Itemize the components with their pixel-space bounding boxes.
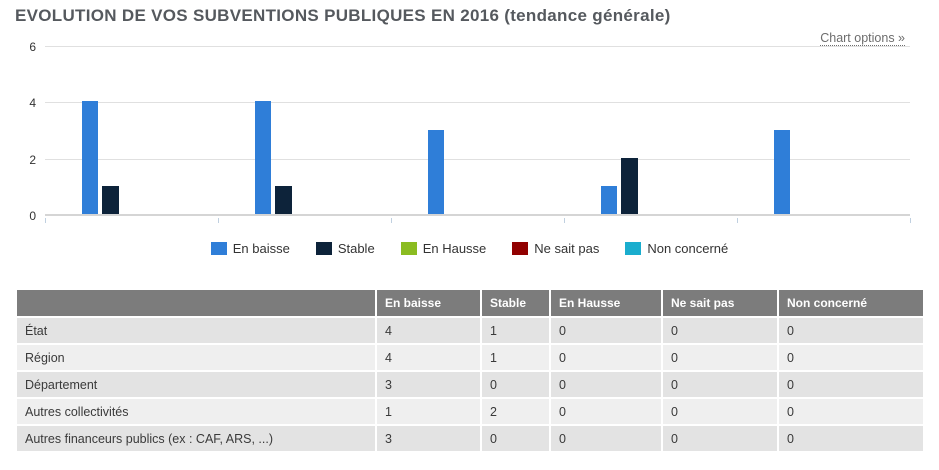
- y-axis-label-6: 6: [29, 40, 36, 54]
- row-label: Autres financeurs publics (ex : CAF, ARS…: [17, 426, 375, 451]
- table-row-etat: État 4 1 0 0 0: [17, 318, 923, 343]
- table-cell: 0: [551, 399, 661, 424]
- gridline-4: [45, 102, 910, 104]
- table-header-en-hausse: En Hausse: [551, 290, 661, 316]
- table-cell: 0: [779, 426, 923, 451]
- table-cell: 1: [482, 318, 549, 343]
- table-cell: 3: [377, 372, 480, 397]
- x-axis-tick: [391, 218, 392, 223]
- legend-item-en-hausse[interactable]: En Hausse: [400, 241, 487, 256]
- table-header-non-concerne: Non concerné: [779, 290, 923, 316]
- chart-bar-en-baisse-autres-collectivites[interactable]: [600, 185, 618, 214]
- legend-label-non-concerne: Non concerné: [647, 241, 729, 256]
- y-axis-label-2: 2: [29, 152, 36, 167]
- x-axis-tick: [45, 218, 46, 223]
- row-label: État: [17, 318, 375, 343]
- row-label: Région: [17, 345, 375, 370]
- plot-area: [45, 46, 910, 216]
- legend-item-stable[interactable]: Stable: [315, 241, 375, 256]
- legend-label-en-hausse: En Hausse: [422, 241, 487, 256]
- chart-bar-en-baisse-departement[interactable]: [427, 129, 445, 214]
- y-axis-label-0: 0: [29, 209, 36, 223]
- x-axis-tick: [910, 218, 911, 223]
- table-cell: 0: [663, 399, 777, 424]
- table-cell: 0: [551, 372, 661, 397]
- x-axis-tick: [564, 218, 565, 223]
- y-axis-label-4: 4: [29, 96, 36, 111]
- chart-options-link[interactable]: Chart options »: [820, 31, 905, 46]
- legend-item-en-baisse[interactable]: En baisse: [210, 241, 290, 256]
- chart-bar-en-baisse-autres-financeurs-publics-ex-caf-ars[interactable]: [773, 129, 791, 214]
- page-title: EVOLUTION DE VOS SUBVENTIONS PUBLIQUES E…: [15, 6, 671, 25]
- table-row-autres-financeurs-publics-ex-caf-ars: Autres financeurs publics (ex : CAF, ARS…: [17, 426, 923, 451]
- table-cell: 0: [663, 372, 777, 397]
- table-cell: 0: [482, 426, 549, 451]
- table-cell: 0: [551, 345, 661, 370]
- chart-legend: En baisse Stable En Hausse Ne sait pas Non c…: [0, 241, 939, 256]
- bar-chart: 0 2 4 6: [0, 40, 939, 235]
- table-cell: 0: [551, 426, 661, 451]
- table-cell: 1: [377, 399, 480, 424]
- table-cell: 0: [663, 345, 777, 370]
- legend-label-stable: Stable: [337, 241, 375, 256]
- legend-swatch-stable: [315, 242, 332, 255]
- gridline-2: [45, 158, 910, 160]
- row-label: Autres collectivités: [17, 399, 375, 424]
- table-row-autres-collectivites: Autres collectivités 1 2 0 0 0: [17, 399, 923, 424]
- row-label: Département: [17, 372, 375, 397]
- legend-swatch-en-hausse: [400, 242, 417, 255]
- table-cell: 3: [377, 426, 480, 451]
- table-cell: 4: [377, 318, 480, 343]
- table-header-ne-sait-pas: Ne sait pas: [663, 290, 777, 316]
- results-table: En baisse Stable En Hausse Ne sait pas Non c…: [15, 288, 925, 453]
- legend-swatch-non-concerne: [625, 242, 642, 255]
- table-row-region: Région 4 1 0 0 0: [17, 345, 923, 370]
- x-axis-tick: [218, 218, 219, 223]
- legend-swatch-ne-sait-pas: [512, 242, 529, 255]
- table-cell: 0: [482, 372, 549, 397]
- table-cell: 0: [779, 372, 923, 397]
- chart-bar-en-baisse-region[interactable]: [254, 101, 272, 214]
- table-cell: 0: [779, 345, 923, 370]
- legend-swatch-en-baisse: [210, 242, 227, 255]
- legend-item-ne-sait-pas[interactable]: Ne sait pas: [512, 241, 599, 256]
- legend-label-en-baisse: En baisse: [232, 241, 290, 256]
- table-cell: 0: [779, 399, 923, 424]
- chart-bar-stable-region[interactable]: [275, 185, 293, 214]
- legend-item-non-concerne[interactable]: Non concerné: [625, 241, 728, 256]
- chart-bar-stable-etat[interactable]: [102, 185, 120, 214]
- table-header-en-baisse: En baisse: [377, 290, 480, 316]
- gridline-6: [45, 46, 910, 47]
- table-cell: 1: [482, 345, 549, 370]
- table-cell: 2: [482, 399, 549, 424]
- table-cell: 0: [663, 426, 777, 451]
- table-row-departement: Département 3 0 0 0 0: [17, 372, 923, 397]
- table-header-row: En baisse Stable En Hausse Ne sait pas Non c…: [17, 290, 923, 316]
- table-cell: 0: [779, 318, 923, 343]
- table-cell: 0: [663, 318, 777, 343]
- table-corner-cell: [17, 290, 375, 316]
- chart-bar-en-baisse-etat[interactable]: [81, 101, 99, 214]
- legend-label-ne-sait-pas: Ne sait pas: [534, 241, 600, 256]
- table-header-stable: Stable: [482, 290, 549, 316]
- table-cell: 4: [377, 345, 480, 370]
- x-axis-tick: [737, 218, 738, 223]
- table-cell: 0: [551, 318, 661, 343]
- chart-bar-stable-autres-collectivites[interactable]: [621, 157, 639, 214]
